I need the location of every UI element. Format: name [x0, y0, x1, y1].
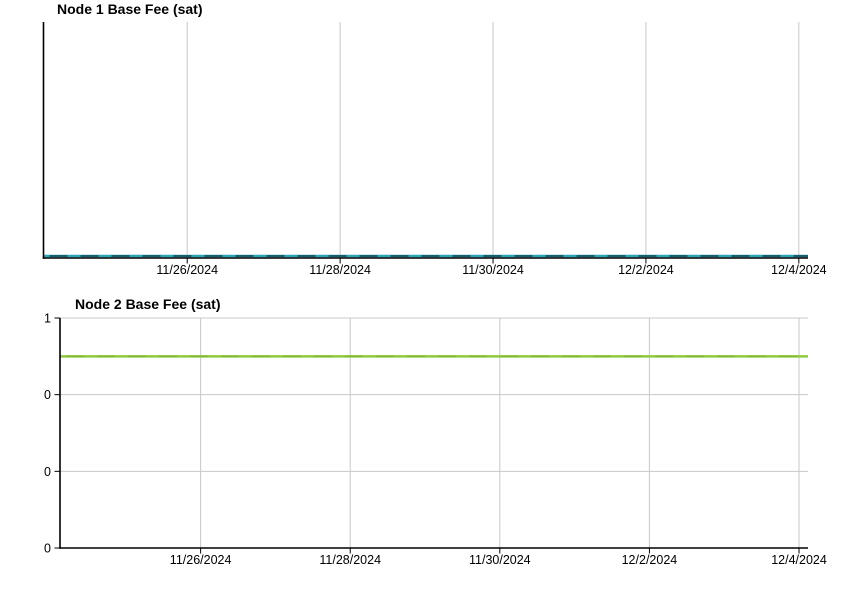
chart2-date-label: 11/26/2024	[170, 553, 232, 567]
chart1-date-label: 12/4/2024	[771, 263, 827, 277]
chart2-date-label: 12/2/2024	[622, 553, 678, 567]
chart2-y-tick-label: 0	[44, 542, 51, 556]
chart2-y-tick-label: 0	[44, 465, 51, 479]
chart2-y-tick-label: 0	[44, 388, 51, 402]
chart2-date-label: 11/30/2024	[469, 553, 531, 567]
chart2-date-label: 12/4/2024	[771, 553, 827, 567]
chart1-date-label: 11/28/2024	[309, 263, 371, 277]
chart1-title: Node 1 Base Fee (sat)	[57, 1, 203, 17]
chart2-date-label: 11/28/2024	[319, 553, 381, 567]
chart2-y-tick-label: 1	[44, 312, 51, 326]
chart1-date-label: 11/30/2024	[462, 263, 524, 277]
chart1-date-label: 12/2/2024	[618, 263, 674, 277]
chart1-date-label: 11/26/2024	[156, 263, 218, 277]
chart2-title: Node 2 Base Fee (sat)	[75, 296, 221, 312]
